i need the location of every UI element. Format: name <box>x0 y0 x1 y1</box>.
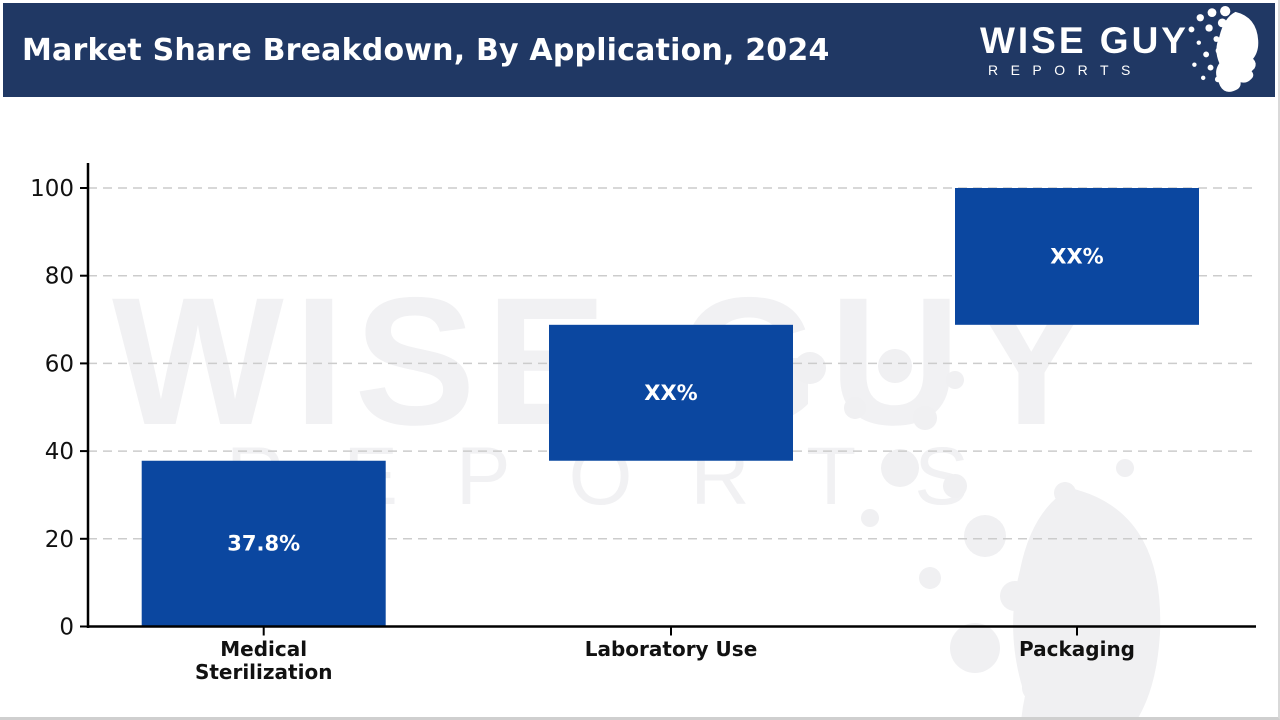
bars <box>141 188 1199 627</box>
y-tick-label: 80 <box>45 264 74 290</box>
logo-wordmark-line2: REPORTS <box>987 62 1143 78</box>
y-tick-label: 20 <box>45 527 74 553</box>
y-tick-label: 40 <box>45 439 74 465</box>
bar <box>955 188 1199 325</box>
chart-title: Market Share Breakdown, By Application, … <box>22 32 830 68</box>
bar <box>141 460 386 627</box>
x-category-label: Laboratory Use <box>585 637 758 661</box>
logo-wordmark: WISE GUY REPORTS <box>980 22 1189 78</box>
x-axis-ticks <box>262 626 1078 636</box>
x-category-label: Packaging <box>1019 637 1135 661</box>
x-axis-labels: Medical Sterilization Laboratory Use Packag… <box>195 637 1135 684</box>
bar-labels: 37.8% XX% XX% <box>227 244 1103 555</box>
bar <box>549 324 793 461</box>
y-axis-ticks: 0 20 40 60 80 100 <box>30 176 88 641</box>
logo-face-icon <box>1188 6 1259 92</box>
bar-value-label: XX% <box>1050 244 1103 268</box>
y-tick-label: 60 <box>45 351 74 377</box>
y-tick-label: 0 <box>59 615 74 641</box>
bar-value-label: XX% <box>644 381 697 405</box>
bar-value-label: 37.8% <box>227 532 300 556</box>
x-category-label: Medical Sterilization <box>195 637 333 684</box>
y-tick-label: 100 <box>30 176 74 202</box>
wiseguy-logo: WISE GUY REPORTS <box>980 6 1275 94</box>
logo-wordmark-line1: WISE GUY <box>979 20 1189 61</box>
header-bar: Market Share Breakdown, By Application, … <box>3 3 1275 97</box>
